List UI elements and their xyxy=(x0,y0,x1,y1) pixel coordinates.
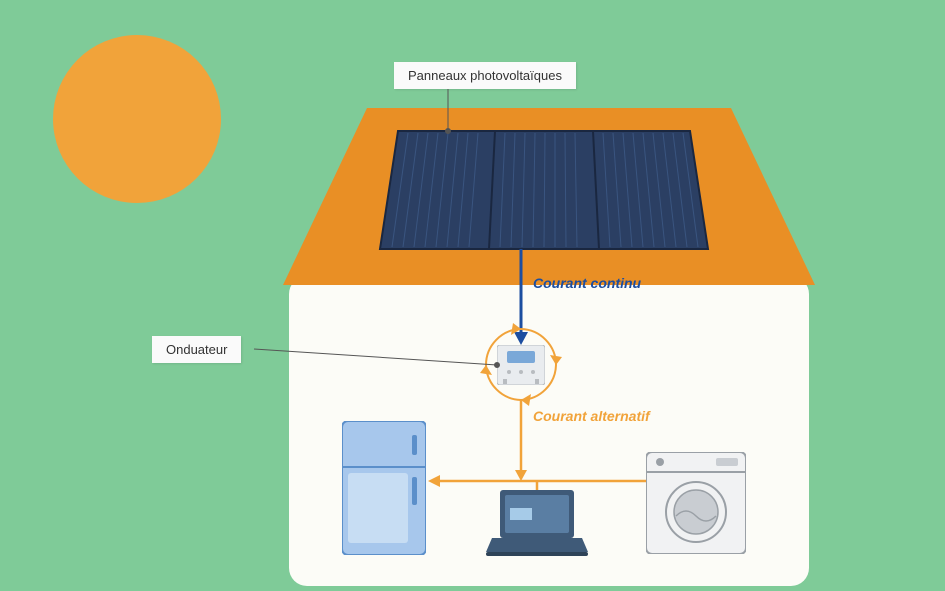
laptop-icon xyxy=(486,490,588,556)
washing-machine-icon xyxy=(646,452,746,554)
fridge-icon xyxy=(342,421,426,555)
ac-distribution-line xyxy=(0,0,945,591)
